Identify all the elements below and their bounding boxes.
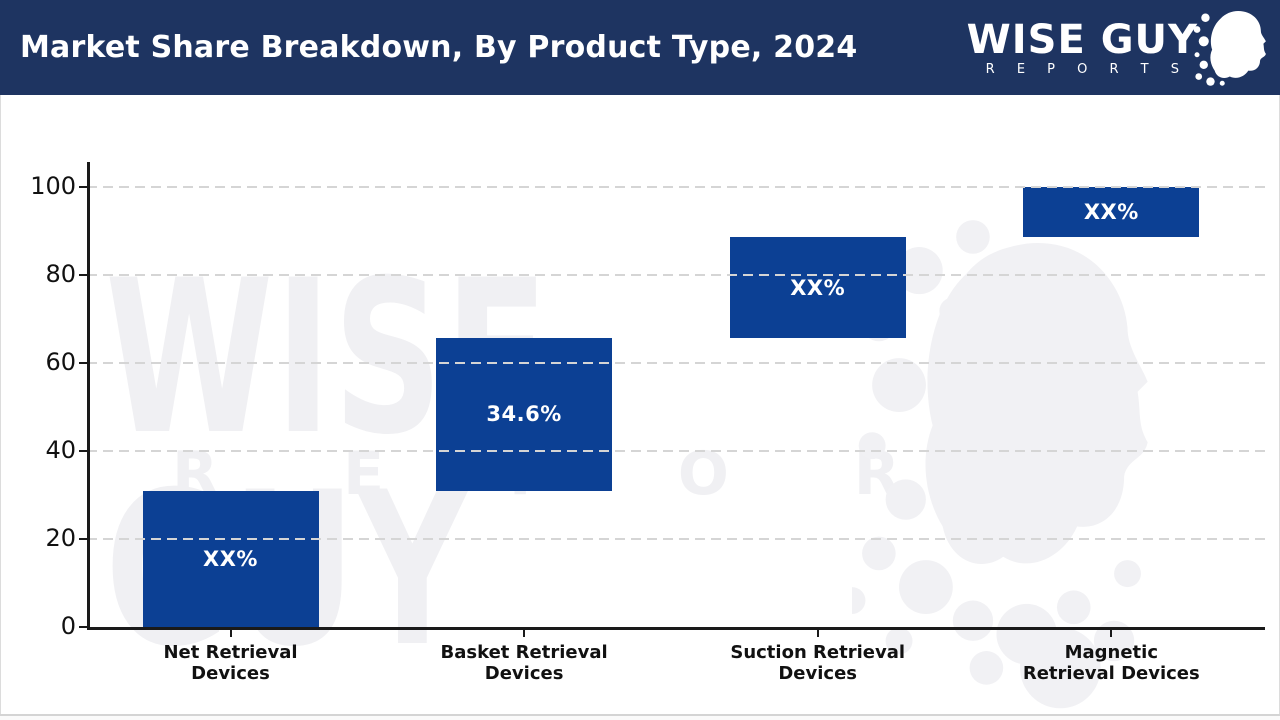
gridline	[87, 450, 1265, 452]
x-axis-tick	[816, 629, 819, 637]
logo-head-dots-icon	[1193, 11, 1266, 86]
y-axis-tick-label: 80	[45, 260, 76, 288]
x-axis-tick	[1110, 629, 1113, 637]
x-axis-tick	[229, 629, 232, 637]
page-footer-strip	[0, 716, 1280, 720]
gridline	[87, 362, 1265, 364]
y-axis-tick-label: 100	[30, 172, 76, 200]
y-axis-tick	[79, 538, 87, 540]
gridline	[87, 186, 1265, 188]
wise-guy-logo: WISE GUY R E P O R T S	[967, 4, 1276, 92]
page-title: Market Share Breakdown, By Product Type,…	[20, 30, 858, 65]
logo-text: WISE GUY R E P O R T S	[967, 19, 1198, 77]
y-axis-tick	[79, 274, 87, 276]
x-axis-category-label: Basket Retrieval Devices	[440, 642, 608, 685]
y-axis-tick-label: 0	[60, 612, 76, 640]
y-axis-tick	[79, 186, 87, 188]
bar-segment: XX%	[1023, 187, 1200, 238]
logo-wordmark: WISE GUY	[966, 17, 1198, 63]
bar-value-label: XX%	[790, 275, 846, 300]
x-axis-category-label: Suction Retrieval Devices	[730, 642, 906, 685]
logo-subtitle: R E P O R T S	[985, 62, 1188, 77]
y-axis-tick	[79, 450, 87, 452]
y-axis-tick-label: 20	[45, 524, 76, 552]
x-axis-category-label: Net Retrieval Devices	[163, 642, 298, 685]
y-axis-line	[87, 162, 90, 629]
y-axis-tick-label: 60	[45, 348, 76, 376]
y-axis-tick	[79, 626, 87, 628]
bar-value-label: 34.6%	[486, 402, 562, 427]
x-axis-line	[87, 627, 1265, 630]
bar-segment: XX%	[142, 490, 319, 627]
x-axis-category-label: Magnetic Retrieval Devices	[1022, 642, 1200, 685]
x-axis-tick	[523, 629, 526, 637]
gridline	[87, 274, 1265, 276]
page-border-bottom	[0, 714, 1280, 716]
header-bar: Market Share Breakdown, By Product Type,…	[0, 0, 1280, 95]
bar-segment: XX%	[729, 237, 906, 339]
gridline	[87, 538, 1265, 540]
y-axis-tick-label: 40	[45, 436, 76, 464]
bar-value-label: XX%	[1083, 200, 1139, 225]
y-axis-tick	[79, 362, 87, 364]
watermark-head-dots-icon	[852, 220, 1148, 709]
bar-value-label: XX%	[203, 546, 258, 571]
page-border-left	[0, 95, 1, 720]
